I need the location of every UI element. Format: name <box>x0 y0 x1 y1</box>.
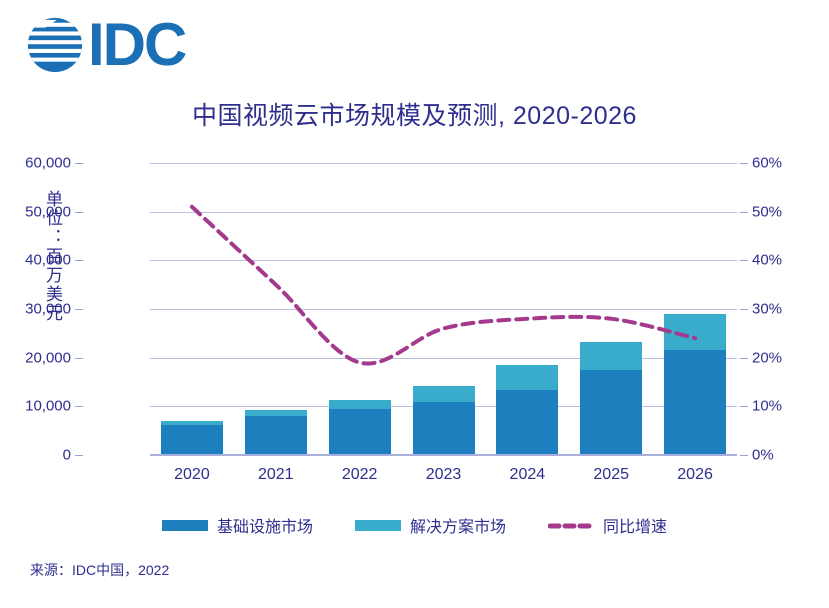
bar-segment-solution[interactable] <box>664 314 727 351</box>
bar-segment-infrastructure[interactable] <box>664 350 727 455</box>
legend-label: 解决方案市场 <box>409 519 506 536</box>
y-axis-tick-mark <box>75 406 83 408</box>
y-axis-tick-mark <box>75 260 83 262</box>
x-axis-baseline <box>150 454 737 456</box>
y2-axis-tick-label: 60% <box>752 154 783 172</box>
bar-segment-solution[interactable] <box>244 410 307 417</box>
bar-segment-infrastructure[interactable] <box>328 409 391 455</box>
bar-group[interactable] <box>412 385 475 455</box>
growth-line-series <box>189 204 698 366</box>
y2-axis-tick-mark <box>740 406 748 408</box>
legend-item[interactable]: 基础设施市场 <box>161 513 313 537</box>
bar-group[interactable] <box>328 400 391 455</box>
y-axis-tick-label: 50,000 <box>25 203 71 221</box>
y2-axis-tick-mark <box>740 357 748 359</box>
source-note: 来源：IDC中国，2022 <box>30 562 170 578</box>
y2-axis-tick-mark <box>740 260 748 262</box>
bar-group[interactable] <box>664 314 727 455</box>
y-axis-tick-mark <box>75 357 83 359</box>
bar-segment-solution[interactable] <box>412 385 475 402</box>
y-axis-tick-label: 10,000 <box>25 397 71 415</box>
legend-swatch <box>161 519 208 531</box>
y2-axis-tick-label: 20% <box>752 349 783 367</box>
bar-segment-infrastructure[interactable] <box>244 416 307 455</box>
y-axis-tick-label: 20,000 <box>25 349 71 367</box>
x-axis-tick-label: 2021 <box>257 466 294 483</box>
y-axis-tick-mark <box>75 455 83 456</box>
legend-swatch <box>354 519 401 531</box>
bar-group[interactable] <box>580 342 643 455</box>
y-axis-tick-label: 40,000 <box>25 251 71 269</box>
gridline <box>150 211 737 213</box>
plot-area <box>150 163 737 456</box>
bar-segment-infrastructure[interactable] <box>496 389 559 455</box>
bar-segment-solution[interactable] <box>160 421 223 426</box>
bar-segment-solution[interactable] <box>580 342 643 371</box>
y2-axis-tick-label: 40% <box>752 251 783 269</box>
legend-swatch-dashed <box>548 523 594 528</box>
x-axis-tick-label: 2024 <box>509 466 546 483</box>
bar-segment-infrastructure[interactable] <box>580 370 643 455</box>
x-axis-tick-label: 2025 <box>593 466 629 483</box>
x-axis-tick-label: 2022 <box>341 466 378 483</box>
x-axis-tick-label: 2023 <box>425 466 462 483</box>
gridline <box>150 163 737 164</box>
y2-axis-tick-mark <box>740 455 748 456</box>
chart-title: 中国视频云市场规模及预测, 2020-2026 <box>192 102 637 130</box>
idc-logo: IDC <box>24 11 187 78</box>
bar-segment-solution[interactable] <box>496 365 559 390</box>
bar-segment-solution[interactable] <box>328 400 391 410</box>
legend-label: 基础设施市场 <box>216 519 313 536</box>
bar-group[interactable] <box>244 410 307 455</box>
idc-wordmark: IDC <box>88 11 187 78</box>
bar-group[interactable] <box>496 365 559 455</box>
y2-axis-tick-label: 30% <box>752 300 783 318</box>
chart-legend: 基础设施市场 解决方案市场 同比增速 <box>0 513 829 537</box>
x-axis-tick-label: 2026 <box>677 466 713 483</box>
legend-item[interactable]: 同比增速 <box>548 513 667 537</box>
legend-label: 同比增速 <box>603 519 668 536</box>
y-axis-tick-mark <box>75 309 83 310</box>
idc-globe-icon <box>27 17 83 73</box>
y2-axis-tick-mark <box>740 309 748 310</box>
gridline <box>150 309 737 310</box>
y2-axis-tick-mark <box>740 211 748 213</box>
gridline <box>150 357 737 359</box>
x-axis-tick-label: 2020 <box>174 466 210 483</box>
bar-segment-infrastructure[interactable] <box>160 425 223 455</box>
y-axis-tick-label: 30,000 <box>25 300 71 318</box>
y-axis-tick-mark <box>75 163 83 164</box>
bar-group[interactable] <box>160 421 223 455</box>
gridline <box>150 260 737 262</box>
y-axis-title: 单位：百万美元 <box>43 190 62 323</box>
y2-axis-tick-label: 10% <box>752 397 783 415</box>
y-axis-tick-mark <box>75 211 83 213</box>
legend-item[interactable]: 解决方案市场 <box>354 513 506 537</box>
y2-axis-tick-label: 50% <box>752 203 783 221</box>
y2-axis-tick-mark <box>740 163 748 164</box>
y-axis-tick-label: 60,000 <box>25 154 71 172</box>
bar-segment-infrastructure[interactable] <box>412 401 475 455</box>
y2-axis-tick-label: 0% <box>752 446 774 464</box>
y-axis-tick-label: 0 <box>62 446 71 464</box>
